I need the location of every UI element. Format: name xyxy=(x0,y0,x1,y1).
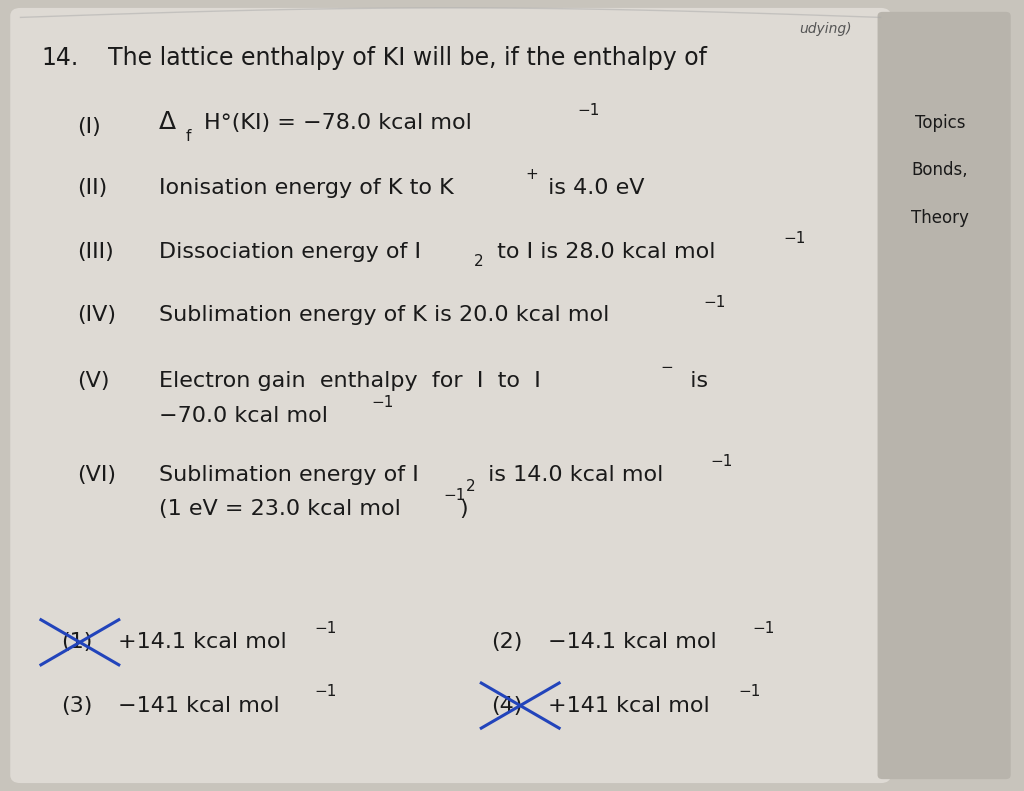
Text: (I): (I) xyxy=(77,116,100,137)
Text: Ionisation energy of K to K: Ionisation energy of K to K xyxy=(159,178,454,199)
Text: Topics: Topics xyxy=(914,114,966,131)
Text: +141 kcal mol: +141 kcal mol xyxy=(548,695,710,716)
Text: Δ: Δ xyxy=(159,110,176,134)
FancyBboxPatch shape xyxy=(878,12,1011,779)
Text: −1: −1 xyxy=(443,488,466,502)
Text: Sublimation energy of I: Sublimation energy of I xyxy=(159,464,419,485)
Text: is 14.0 kcal mol: is 14.0 kcal mol xyxy=(481,464,664,485)
Text: (1 eV = 23.0 kcal mol: (1 eV = 23.0 kcal mol xyxy=(159,498,400,519)
Text: (IV): (IV) xyxy=(77,305,116,325)
Text: (2): (2) xyxy=(492,632,523,653)
Text: −: − xyxy=(660,360,673,374)
Text: Theory: Theory xyxy=(911,209,969,226)
Text: is 4.0 eV: is 4.0 eV xyxy=(541,178,644,199)
Text: −1: −1 xyxy=(711,454,733,468)
Text: −1: −1 xyxy=(738,684,761,698)
Text: f: f xyxy=(185,129,190,143)
Text: (II): (II) xyxy=(77,178,108,199)
Text: +: + xyxy=(525,167,538,181)
Text: 14.: 14. xyxy=(41,46,78,70)
Text: −1: −1 xyxy=(314,621,337,635)
Text: Dissociation energy of I: Dissociation energy of I xyxy=(159,241,421,262)
Text: 2: 2 xyxy=(474,255,483,269)
Text: (1): (1) xyxy=(61,632,93,653)
Text: (VI): (VI) xyxy=(77,464,116,485)
Text: −70.0 kcal mol: −70.0 kcal mol xyxy=(159,406,328,426)
Text: (4): (4) xyxy=(492,695,523,716)
Text: 2: 2 xyxy=(466,479,475,494)
Text: (3): (3) xyxy=(61,695,93,716)
Text: udying): udying) xyxy=(799,22,851,36)
Text: Electron gain  enthalpy  for  I  to  I: Electron gain enthalpy for I to I xyxy=(159,371,541,392)
Text: ): ) xyxy=(459,498,467,519)
Text: is: is xyxy=(676,371,708,392)
Text: +14.1 kcal mol: +14.1 kcal mol xyxy=(118,632,287,653)
Text: −1: −1 xyxy=(783,232,806,246)
Text: (III): (III) xyxy=(77,241,114,262)
Text: (V): (V) xyxy=(77,371,110,392)
Text: Sublimation energy of K is 20.0 kcal mol: Sublimation energy of K is 20.0 kcal mol xyxy=(159,305,609,325)
Text: −1: −1 xyxy=(578,104,600,118)
Text: H°(KI) = −78.0 kcal mol: H°(KI) = −78.0 kcal mol xyxy=(204,113,472,134)
Text: to I is 28.0 kcal mol: to I is 28.0 kcal mol xyxy=(490,241,716,262)
Text: −1: −1 xyxy=(703,295,726,309)
Text: −1: −1 xyxy=(372,396,394,410)
Text: Bonds,: Bonds, xyxy=(911,161,969,179)
FancyBboxPatch shape xyxy=(10,8,891,783)
Text: −14.1 kcal mol: −14.1 kcal mol xyxy=(548,632,717,653)
Text: The lattice enthalpy of KI will be, if the enthalpy of: The lattice enthalpy of KI will be, if t… xyxy=(108,46,707,70)
Text: −1: −1 xyxy=(753,621,775,635)
Text: −141 kcal mol: −141 kcal mol xyxy=(118,695,280,716)
Text: −1: −1 xyxy=(314,684,337,698)
